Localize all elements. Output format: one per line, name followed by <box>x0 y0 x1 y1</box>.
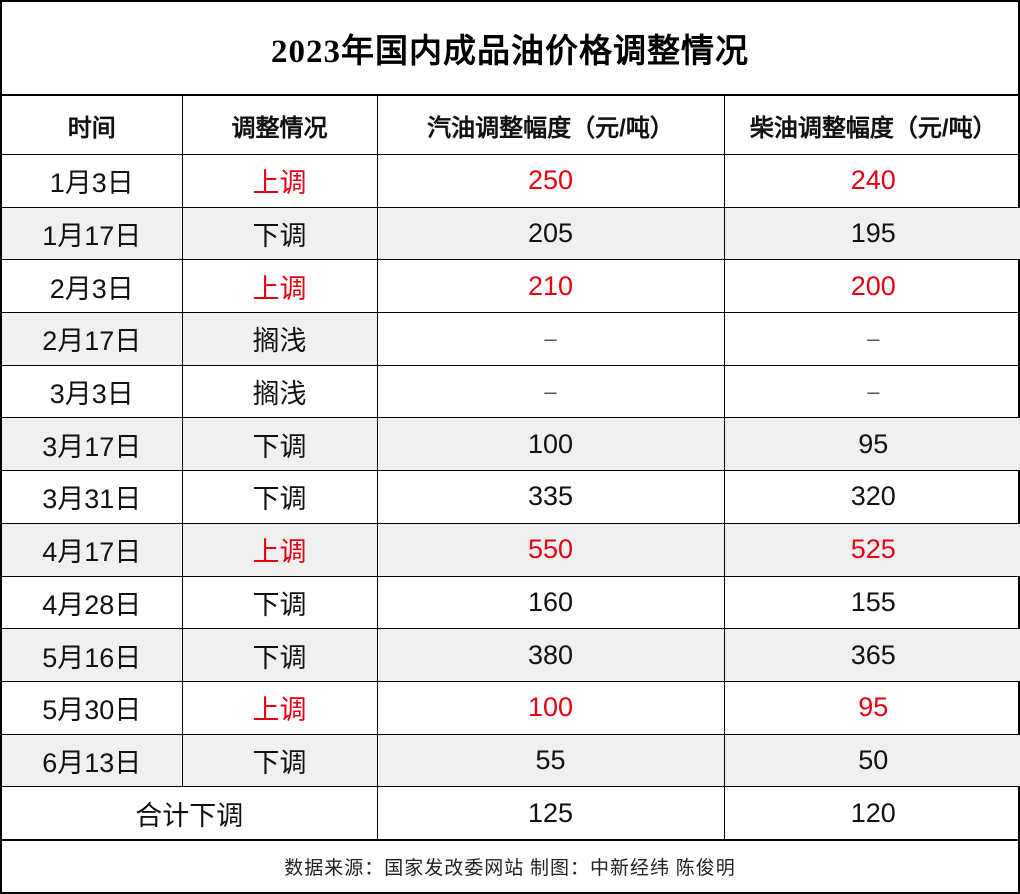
cell-action: 上调 <box>181 259 378 314</box>
cell-gasoline: 205 <box>376 206 725 261</box>
cell-gasoline: 160 <box>376 575 725 630</box>
cell-gasoline: 100 <box>376 680 725 735</box>
cell-diesel: 195 <box>723 206 1020 261</box>
cell-action: 下调 <box>181 575 378 630</box>
table-header: 时间 调整情况 汽油调整幅度（元/吨） 柴油调整幅度（元/吨） <box>2 95 1020 155</box>
cell-diesel: 155 <box>723 575 1020 630</box>
cell-date: 3月31日 <box>2 470 183 524</box>
cell-action: 上调 <box>181 522 378 577</box>
cell-diesel: 525 <box>723 522 1020 577</box>
cell-action: 下调 <box>181 206 378 261</box>
cell-gasoline: – <box>376 364 725 419</box>
table-row: 5月30日 上调 100 95 <box>2 680 1020 735</box>
table-row: 4月17日 上调 550 525 <box>2 522 1020 577</box>
cell-date: 1月3日 <box>2 154 183 208</box>
cell-date: 1月17日 <box>2 206 183 261</box>
cell-diesel: 365 <box>723 628 1020 682</box>
cell-gasoline: 335 <box>376 470 725 524</box>
cell-diesel: 200 <box>723 259 1020 314</box>
cell-gasoline: – <box>376 312 725 366</box>
table-row: 3月17日 下调 100 95 <box>2 417 1020 472</box>
table-row: 3月3日 搁浅 – – <box>2 364 1020 419</box>
cell-action: 上调 <box>181 154 378 208</box>
cell-gasoline: 210 <box>376 259 725 314</box>
cell-date: 5月30日 <box>2 680 183 735</box>
cell-date: 6月13日 <box>2 733 183 788</box>
table-row: 5月16日 下调 380 365 <box>2 628 1020 682</box>
cell-action: 搁浅 <box>181 312 378 366</box>
table-row: 2月3日 上调 210 200 <box>2 259 1020 314</box>
cell-diesel: – <box>723 312 1020 366</box>
column-header-action: 调整情况 <box>181 95 378 155</box>
cell-date: 2月17日 <box>2 312 183 366</box>
column-header-diesel: 柴油调整幅度（元/吨） <box>723 95 1020 155</box>
table-row: 3月31日 下调 335 320 <box>2 470 1020 524</box>
cell-diesel: 95 <box>723 417 1020 472</box>
table-row: 1月3日 上调 250 240 <box>2 154 1020 208</box>
cell-date: 5月16日 <box>2 628 183 682</box>
column-header-time: 时间 <box>2 95 183 155</box>
table-row: 4月28日 下调 160 155 <box>2 575 1020 630</box>
data-source-note: 数据来源：国家发改委网站 制图：中新经纬 陈俊明 <box>2 840 1018 892</box>
cell-diesel: 95 <box>723 680 1020 735</box>
cell-diesel: 50 <box>723 733 1020 788</box>
cell-gasoline: 55 <box>376 733 725 788</box>
cell-action: 下调 <box>181 733 378 788</box>
column-header-gasoline: 汽油调整幅度（元/吨） <box>376 95 725 155</box>
cell-date: 4月28日 <box>2 575 183 630</box>
cell-gasoline: 100 <box>376 417 725 472</box>
cell-diesel: 320 <box>723 470 1020 524</box>
table-row: 6月13日 下调 55 50 <box>2 733 1020 788</box>
cell-action: 上调 <box>181 680 378 735</box>
cell-date: 4月17日 <box>2 522 183 577</box>
cell-action: 下调 <box>181 417 378 472</box>
total-gasoline: 125 <box>376 786 725 840</box>
cell-action: 搁浅 <box>181 364 378 419</box>
cell-date: 3月17日 <box>2 417 183 472</box>
cell-gasoline: 550 <box>376 522 725 577</box>
total-row: 合计下调 125 120 <box>2 786 1020 840</box>
total-label: 合计下调 <box>2 786 378 840</box>
cell-date: 2月3日 <box>2 259 183 314</box>
cell-gasoline: 250 <box>376 154 725 208</box>
cell-action: 下调 <box>181 470 378 524</box>
cell-diesel: – <box>723 364 1020 419</box>
cell-action: 下调 <box>181 628 378 682</box>
cell-date: 3月3日 <box>2 364 183 419</box>
total-diesel: 120 <box>723 786 1020 840</box>
table-body: 1月3日 上调 250 240 1月17日 下调 205 195 2月3日 上调… <box>2 154 1020 840</box>
page-title: 2023年国内成品油价格调整情况 <box>2 2 1018 95</box>
table-row: 1月17日 下调 205 195 <box>2 206 1020 261</box>
cell-gasoline: 380 <box>376 628 725 682</box>
header-row: 时间 调整情况 汽油调整幅度（元/吨） 柴油调整幅度（元/吨） <box>2 95 1020 155</box>
cell-diesel: 240 <box>723 154 1020 208</box>
price-adjustment-table: 时间 调整情况 汽油调整幅度（元/吨） 柴油调整幅度（元/吨） 1月3日 上调 … <box>2 95 1020 840</box>
table-row: 2月17日 搁浅 – – <box>2 312 1020 366</box>
